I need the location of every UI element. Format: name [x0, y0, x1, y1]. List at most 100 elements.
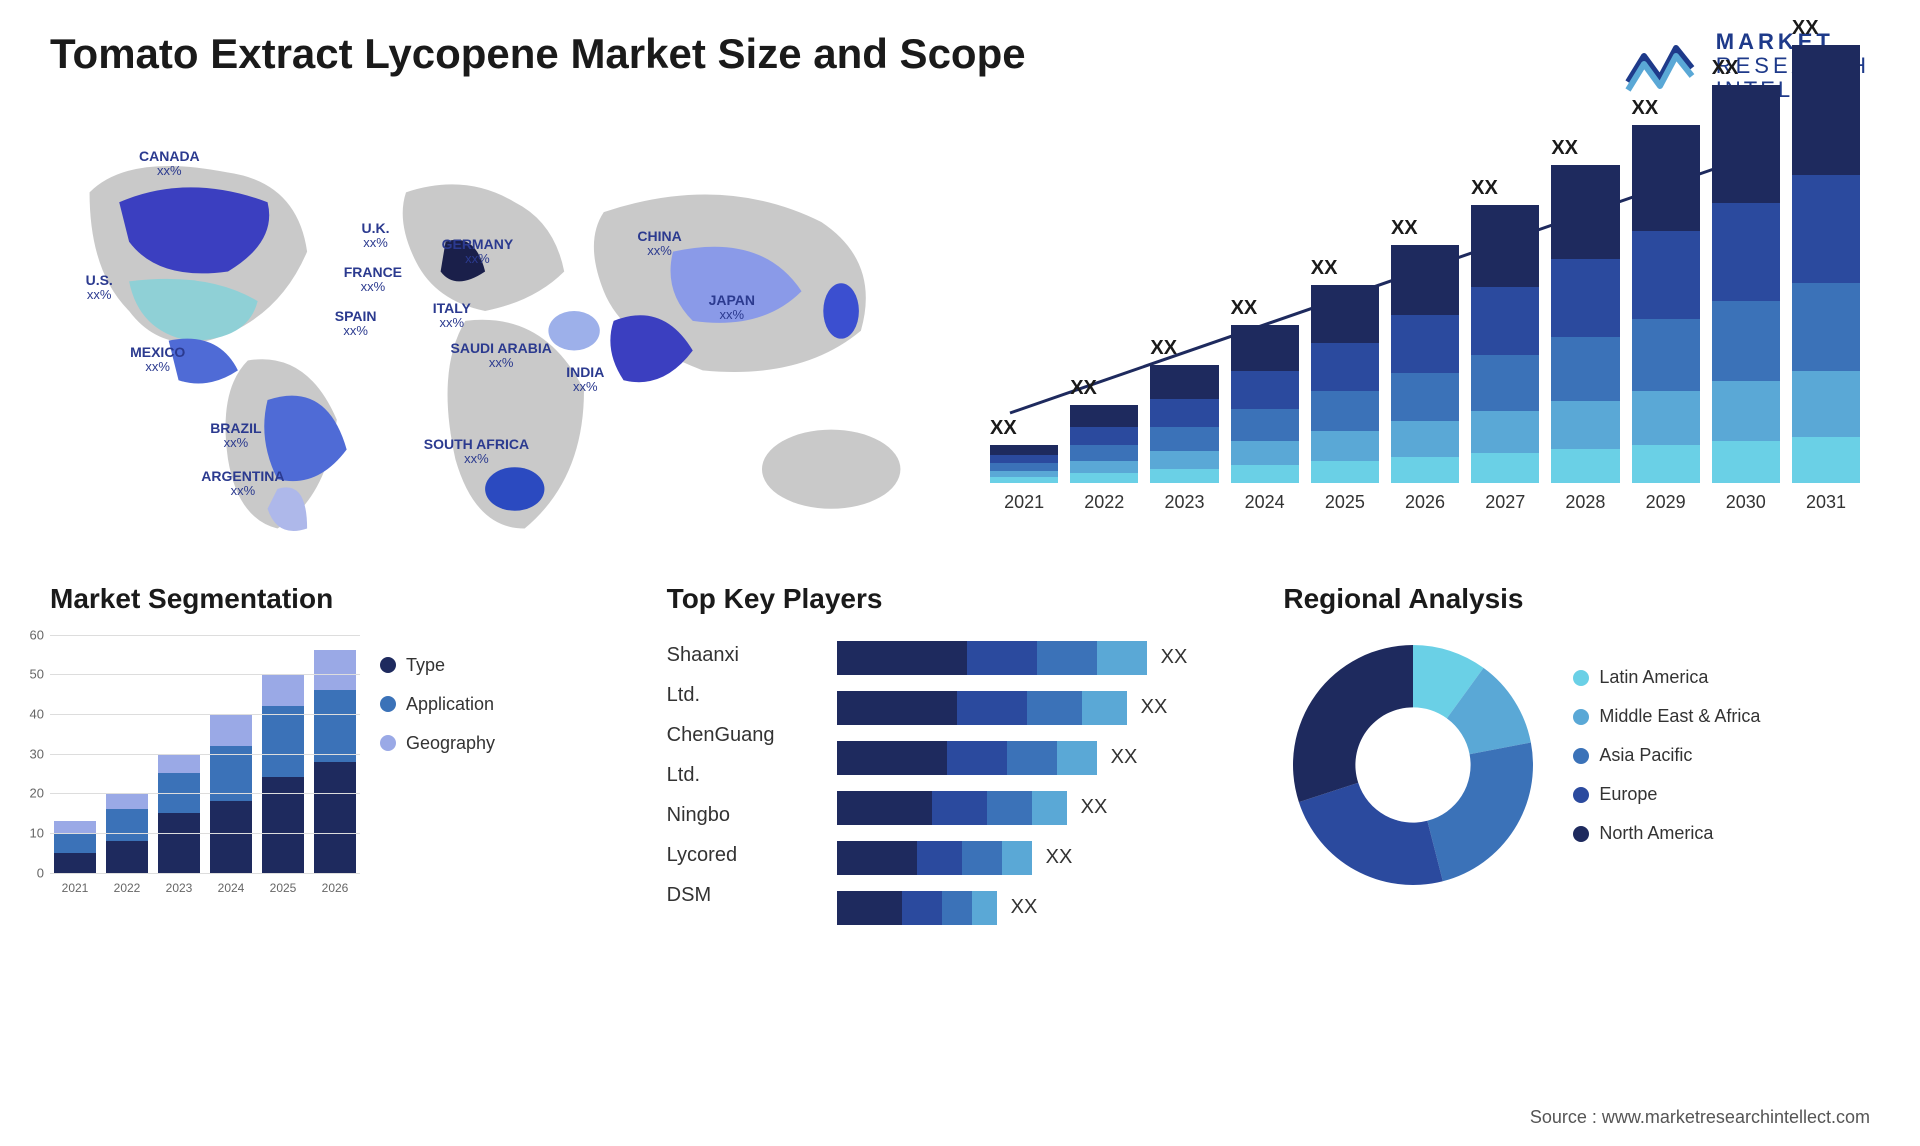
segmentation-x-label: 2022: [106, 881, 148, 895]
regional-panel: Regional Analysis Latin AmericaMiddle Ea…: [1283, 583, 1870, 925]
legend-item: Type: [380, 655, 495, 676]
segmentation-y-label: 40: [30, 706, 44, 721]
growth-bar: XX: [1632, 125, 1700, 483]
growth-bar-value: XX: [1471, 177, 1498, 200]
player-bar: XX: [837, 891, 1254, 925]
growth-bar: XX: [1070, 405, 1138, 483]
page-title: Tomato Extract Lycopene Market Size and …: [50, 30, 1026, 78]
growth-x-label: 2029: [1632, 492, 1700, 513]
segmentation-y-label: 60: [30, 627, 44, 642]
segmentation-panel: Market Segmentation 2021 2022 2023 2024 2025…: [50, 583, 637, 925]
segmentation-bar: [158, 754, 200, 873]
map-label: U.K.xx%: [362, 221, 390, 251]
player-name: Ltd.: [667, 675, 817, 715]
top-row: CANADAxx%U.S.xx%MEXICOxx%BRAZILxx%ARGENT…: [50, 133, 1870, 533]
growth-x-label: 2026: [1391, 492, 1459, 513]
player-bar: XX: [837, 741, 1254, 775]
segmentation-y-label: 0: [37, 865, 44, 880]
growth-bar: XX: [1712, 85, 1780, 483]
segmentation-y-label: 10: [30, 825, 44, 840]
growth-chart: XXXXXXXXXXXXXXXXXXXXXX 20212022202320242…: [980, 133, 1870, 513]
player-name: Shaanxi: [667, 635, 817, 675]
legend-item: North America: [1573, 823, 1760, 844]
player-bar-value: XX: [1011, 896, 1038, 919]
segmentation-bar: [314, 650, 356, 872]
player-name: DSM: [667, 875, 817, 915]
bottom-row: Market Segmentation 2021 2022 2023 2024 2025…: [50, 583, 1870, 925]
top-players-names: ShaanxiLtd.ChenGuangLtd.NingboLycoredDSM: [667, 635, 817, 925]
regional-title: Regional Analysis: [1283, 583, 1870, 615]
legend-item: Latin America: [1573, 667, 1760, 688]
map-label: ARGENTINAxx%: [201, 469, 284, 499]
growth-x-label: 2027: [1471, 492, 1539, 513]
map-label: JAPANxx%: [709, 293, 755, 323]
map-label: CANADAxx%: [139, 149, 200, 179]
segmentation-x-label: 2025: [262, 881, 304, 895]
growth-chart-panel: XXXXXXXXXXXXXXXXXXXXXX 20212022202320242…: [980, 133, 1870, 513]
segmentation-title: Market Segmentation: [50, 583, 637, 615]
map-label: CHINAxx%: [637, 229, 681, 259]
map-label: MEXICOxx%: [130, 345, 185, 375]
growth-x-label: 2028: [1551, 492, 1619, 513]
player-name: Ningbo: [667, 795, 817, 835]
growth-bar: XX: [1231, 325, 1299, 483]
map-label: INDIAxx%: [566, 365, 604, 395]
segmentation-y-label: 20: [30, 786, 44, 801]
growth-bar-value: XX: [1792, 17, 1819, 40]
regional-legend: Latin AmericaMiddle East & AfricaAsia Pa…: [1573, 667, 1760, 862]
map-label: U.S.xx%: [86, 273, 113, 303]
growth-bar: XX: [1150, 365, 1218, 483]
growth-bar-value: XX: [1070, 377, 1097, 400]
segmentation-bar: [54, 821, 96, 873]
growth-bar: XX: [990, 445, 1058, 483]
player-bar: XX: [837, 691, 1254, 725]
player-name: ChenGuang: [667, 715, 817, 755]
segmentation-x-label: 2024: [210, 881, 252, 895]
map-label: SAUDI ARABIAxx%: [451, 341, 552, 371]
header: Tomato Extract Lycopene Market Size and …: [50, 30, 1870, 103]
player-bar: XX: [837, 841, 1254, 875]
map-label: ITALYxx%: [433, 301, 471, 331]
segmentation-y-label: 50: [30, 667, 44, 682]
player-bar-value: XX: [1111, 746, 1138, 769]
segmentation-y-label: 30: [30, 746, 44, 761]
growth-x-label: 2025: [1311, 492, 1379, 513]
player-bar: XX: [837, 641, 1254, 675]
growth-bar: XX: [1792, 45, 1860, 483]
player-bar-value: XX: [1046, 846, 1073, 869]
growth-bar: XX: [1311, 285, 1379, 483]
segmentation-bar: [262, 674, 304, 872]
map-label: GERMANYxx%: [442, 237, 514, 267]
growth-bar-value: XX: [1150, 337, 1177, 360]
legend-item: Europe: [1573, 784, 1760, 805]
growth-x-label: 2023: [1150, 492, 1218, 513]
growth-x-label: 2031: [1792, 492, 1860, 513]
map-label: SOUTH AFRICAxx%: [424, 437, 529, 467]
source-attribution: Source : www.marketresearchintellect.com: [1530, 1107, 1870, 1128]
segmentation-x-label: 2021: [54, 881, 96, 895]
segmentation-x-label: 2026: [314, 881, 356, 895]
growth-bar-value: XX: [1712, 57, 1739, 80]
top-players-title: Top Key Players: [667, 583, 1254, 615]
growth-bar-value: XX: [1391, 217, 1418, 240]
growth-bar: XX: [1471, 205, 1539, 483]
player-bar-value: XX: [1081, 796, 1108, 819]
growth-bar-value: XX: [1551, 137, 1578, 160]
growth-bar-value: XX: [1231, 297, 1258, 320]
growth-bar-value: XX: [1632, 97, 1659, 120]
growth-bar: XX: [1551, 165, 1619, 483]
top-players-panel: Top Key Players ShaanxiLtd.ChenGuangLtd.…: [667, 583, 1254, 925]
growth-x-label: 2022: [1070, 492, 1138, 513]
regional-donut-chart: [1283, 635, 1543, 895]
player-name: Ltd.: [667, 755, 817, 795]
player-name: Lycored: [667, 835, 817, 875]
map-label: FRANCExx%: [344, 265, 402, 295]
growth-x-label: 2021: [990, 492, 1058, 513]
growth-x-label: 2030: [1712, 492, 1780, 513]
growth-bar: XX: [1391, 245, 1459, 483]
legend-item: Geography: [380, 733, 495, 754]
segmentation-x-label: 2023: [158, 881, 200, 895]
growth-bar-value: XX: [1311, 257, 1338, 280]
growth-x-label: 2024: [1231, 492, 1299, 513]
legend-item: Asia Pacific: [1573, 745, 1760, 766]
